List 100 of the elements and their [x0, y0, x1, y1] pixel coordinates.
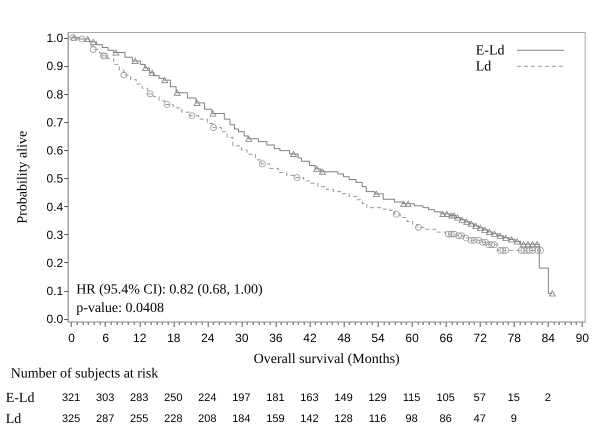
x-tick-label: 78 — [508, 330, 522, 345]
point — [258, 160, 266, 168]
point — [520, 246, 528, 254]
text: 115 — [402, 392, 420, 404]
text: 255 — [130, 413, 148, 426]
point — [455, 232, 462, 240]
point — [520, 241, 527, 248]
point — [84, 36, 91, 42]
point — [404, 200, 412, 207]
point — [496, 232, 504, 239]
text: 287 — [96, 413, 114, 426]
point — [132, 58, 139, 64]
point — [481, 226, 488, 233]
point — [78, 36, 86, 42]
x-tick-label: 6 — [102, 330, 110, 345]
point — [486, 228, 493, 235]
x-tick-label: 72 — [474, 330, 488, 345]
point — [174, 90, 181, 96]
point — [188, 112, 196, 120]
x-tick-label: 0 — [68, 330, 76, 345]
y-tick-label: 0.1 — [46, 284, 64, 298]
point — [470, 236, 478, 244]
text: 159 — [266, 413, 285, 426]
text: 184 — [232, 413, 251, 426]
annotation: HR (95.4% CI): 0.82 (0.68, 1.00) — [76, 282, 263, 298]
text: 181 — [266, 392, 285, 404]
point — [491, 230, 498, 237]
point — [194, 100, 200, 106]
point — [313, 166, 320, 172]
y-tick-label: 0.5 — [46, 172, 64, 186]
x-tick-label: 30 — [235, 330, 249, 345]
point — [415, 224, 422, 231]
y-tick-label: 0.7 — [46, 115, 64, 130]
y-tick-label: 0.9 — [46, 59, 64, 74]
x-tick-label: 54 — [371, 330, 386, 345]
point — [120, 72, 128, 78]
text: 129 — [368, 392, 387, 404]
text: E-Ld — [6, 391, 34, 406]
text: 321 — [62, 392, 80, 404]
text: 9 — [510, 413, 517, 426]
x-tick-label: 60 — [405, 330, 420, 345]
point — [488, 241, 496, 248]
point — [454, 214, 461, 221]
text: 224 — [198, 392, 216, 404]
point — [526, 246, 534, 254]
point — [290, 150, 297, 157]
text: 325 — [62, 413, 80, 426]
x-tick-label: 18 — [167, 330, 181, 345]
point — [534, 241, 540, 248]
point — [112, 50, 120, 56]
point — [502, 234, 510, 241]
text: 98 — [405, 413, 418, 426]
y-tick-label: 0.6 — [46, 144, 64, 158]
point — [458, 216, 466, 223]
point — [468, 236, 475, 244]
point — [472, 222, 480, 229]
point — [448, 230, 455, 238]
point — [529, 241, 536, 248]
y-tick-label: 0.0 — [46, 312, 64, 326]
point — [529, 246, 536, 254]
text: 197 — [232, 392, 251, 404]
point — [146, 90, 154, 98]
y-tick-label: 0.2 — [46, 256, 64, 270]
x-tick-label: 24 — [201, 330, 215, 345]
point — [482, 238, 489, 246]
text: 47 — [474, 413, 486, 426]
point — [458, 232, 465, 240]
text: 149 — [334, 392, 353, 404]
y-axis-title: Probability alive — [16, 130, 31, 224]
point — [142, 64, 149, 71]
text: 163 — [300, 392, 319, 404]
point — [468, 220, 475, 227]
point — [500, 246, 506, 254]
x-tick-label: 66 — [439, 330, 454, 345]
x-tick-label: 84 — [542, 330, 556, 345]
text: Ld — [6, 412, 22, 428]
text: 57 — [474, 392, 486, 404]
point — [524, 241, 532, 248]
text: 2 — [544, 392, 551, 404]
text: 15 — [508, 392, 520, 404]
point — [210, 124, 217, 131]
x-tick-label: 12 — [133, 330, 147, 345]
text: 142 — [300, 413, 319, 426]
point — [537, 246, 544, 254]
point — [294, 174, 300, 181]
y-tick-label: 0.4 — [46, 200, 64, 214]
point — [445, 230, 452, 238]
y-tick-label: 1.0 — [46, 31, 64, 46]
legend-label: Ld — [476, 59, 492, 74]
y-tick-label: 0.8 — [46, 87, 64, 102]
point — [161, 77, 168, 84]
point — [523, 246, 530, 254]
y-tick-label: 0.3 — [46, 228, 64, 242]
x-tick-label: 90 — [576, 330, 590, 345]
point — [448, 212, 456, 219]
point — [439, 210, 446, 217]
text: 303 — [96, 392, 114, 404]
point — [514, 238, 521, 244]
point — [548, 290, 556, 296]
text: 116 — [368, 413, 386, 426]
